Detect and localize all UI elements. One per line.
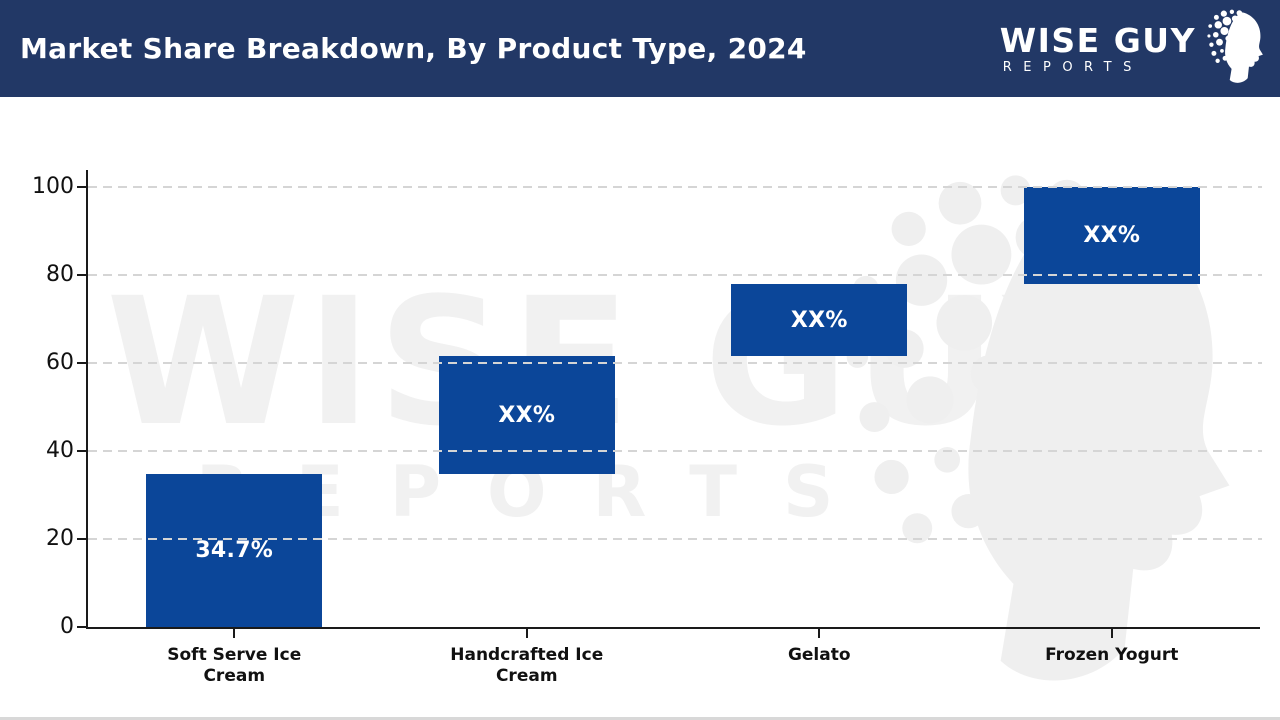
- bottom-divider: [0, 717, 1280, 720]
- y-tick-mark: [77, 186, 86, 188]
- x-tick-mark: [525, 629, 528, 638]
- gridline: [88, 362, 1262, 364]
- bar: XX%: [438, 356, 615, 475]
- y-tick-label: 0: [60, 614, 74, 639]
- x-tick-mark: [1110, 629, 1113, 638]
- gridline: [88, 274, 1262, 276]
- y-tick-label: 100: [32, 174, 74, 199]
- bar: 34.7%: [146, 474, 323, 627]
- logo-wordmark: WISE GUY: [999, 20, 1196, 60]
- category-label: Soft Serve Ice Cream: [167, 645, 302, 687]
- header: Market Share Breakdown, By Product Type,…: [0, 0, 1280, 97]
- bar: XX%: [1023, 187, 1200, 285]
- page-title: Market Share Breakdown, By Product Type,…: [20, 32, 807, 65]
- y-axis: [86, 170, 88, 629]
- y-tick-mark: [77, 274, 86, 276]
- y-tick-label: 40: [46, 438, 74, 463]
- x-tick-mark: [818, 629, 821, 638]
- gridline: [88, 538, 1262, 540]
- category-label: Gelato: [787, 645, 851, 665]
- wiseguy-face-icon: [1207, 9, 1263, 83]
- y-tick-label: 60: [46, 350, 74, 375]
- category-label: Frozen Yogurt: [1045, 645, 1179, 665]
- logo-text: WISE GUY REPORTS: [1000, 24, 1196, 74]
- y-tick-mark: [77, 450, 86, 452]
- y-tick-mark: [77, 362, 86, 364]
- bar: XX%: [731, 284, 908, 357]
- logo-subtext: REPORTS: [1002, 59, 1143, 75]
- bar-value-label: XX%: [790, 307, 848, 333]
- x-axis: [86, 627, 1260, 629]
- wiseguy-logo: WISE GUY REPORTS: [1000, 8, 1266, 90]
- bar-value-label: XX%: [1083, 223, 1141, 249]
- gridline: [88, 450, 1262, 452]
- x-tick-mark: [233, 629, 236, 638]
- bar-value-label: XX%: [498, 402, 556, 428]
- chart-area: WISE GUY REPORTS 0 20 40 60 80 100 34.7% Soft S…: [0, 97, 1280, 720]
- y-tick-mark: [77, 538, 86, 540]
- category-label: Handcrafted Ice Cream: [450, 645, 604, 687]
- bar-value-label: 34.7%: [195, 538, 274, 564]
- y-tick-mark: [77, 626, 86, 628]
- y-tick-label: 80: [46, 262, 74, 287]
- y-tick-label: 20: [46, 526, 74, 551]
- gridline: [88, 186, 1262, 188]
